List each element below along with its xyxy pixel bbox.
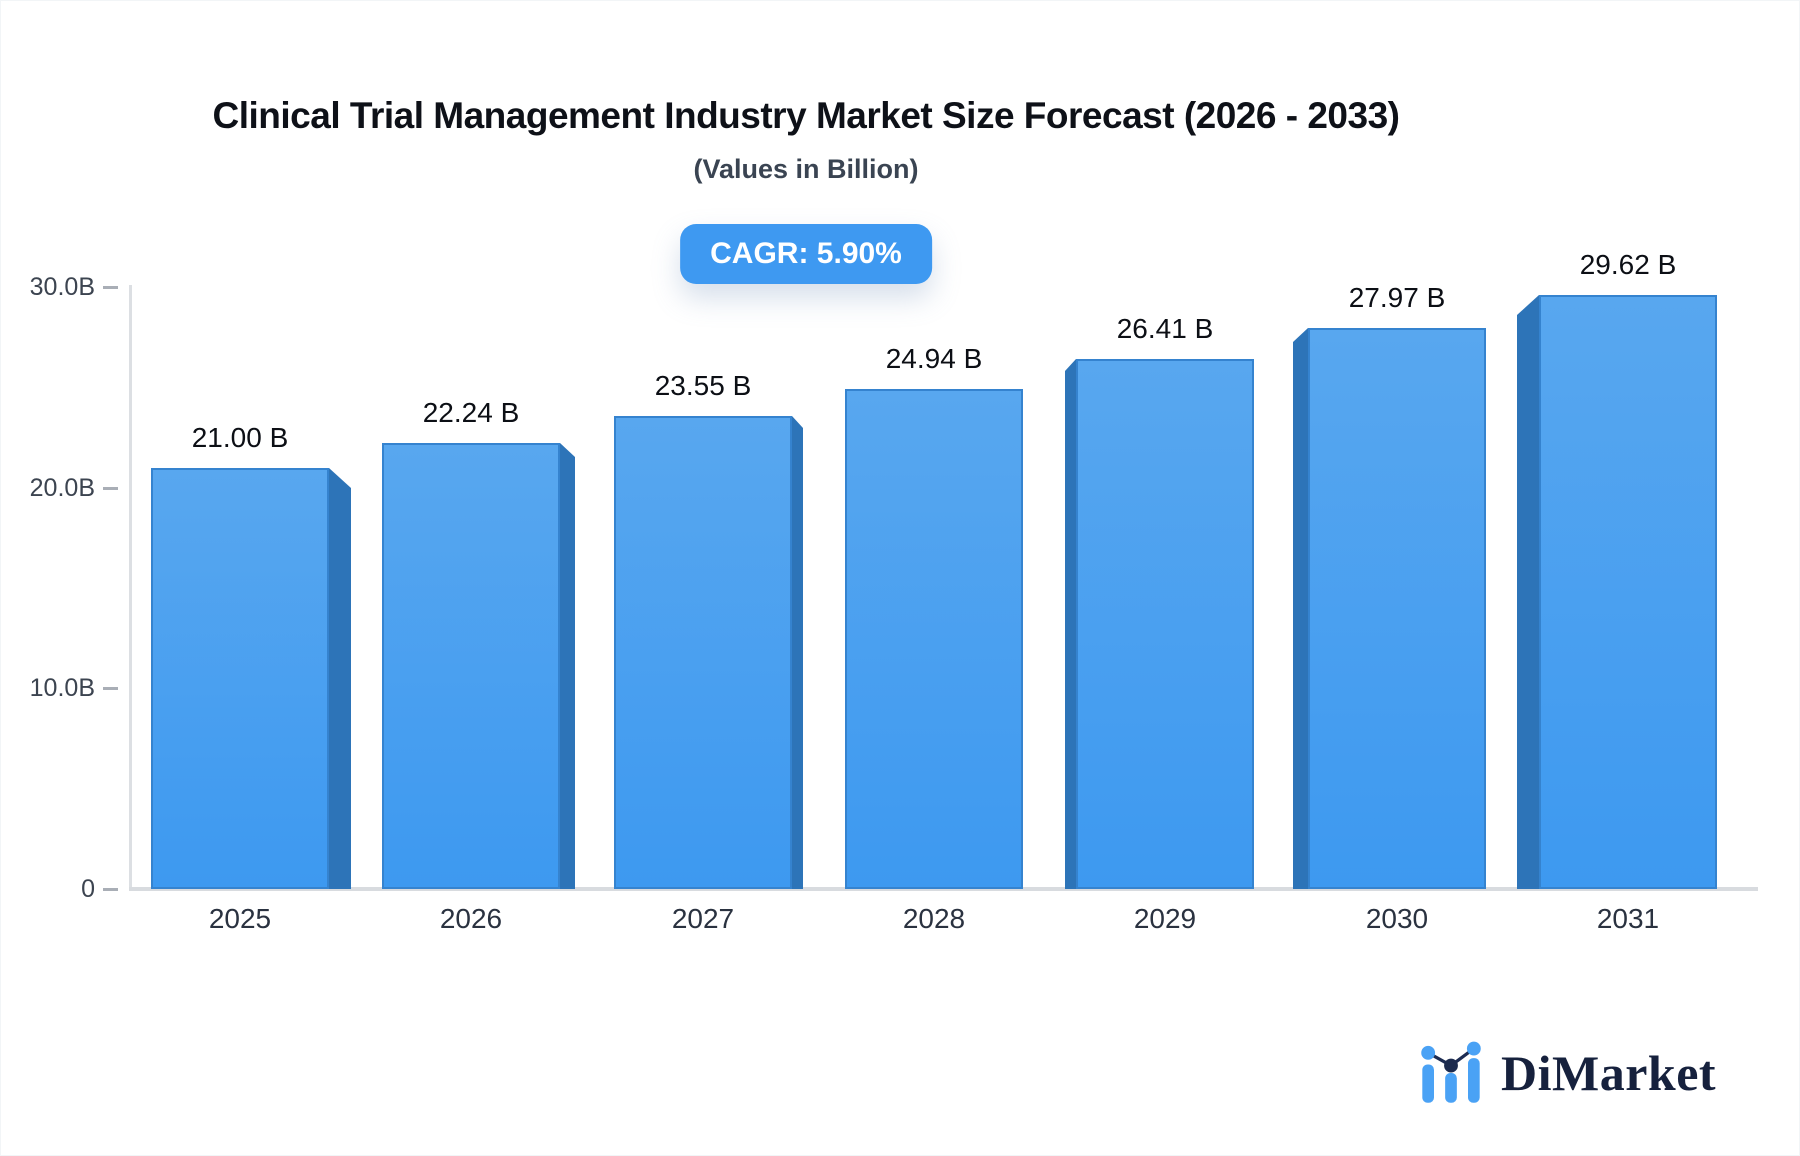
dimarket-logo: DiMarket xyxy=(1417,1039,1716,1107)
page-title: Clinical Trial Management Industry Marke… xyxy=(212,95,1400,136)
bar-value-label: 24.94 B xyxy=(885,343,983,374)
bar-value-label: 27.97 B xyxy=(1348,282,1446,313)
y-axis-tick-label: 10.0B xyxy=(29,674,95,702)
bar-value-label: 23.55 B xyxy=(654,370,752,401)
bar-value-label: 26.41 B xyxy=(1116,313,1214,344)
chart-header: Clinical Trial Management Industry Marke… xyxy=(1,95,1611,185)
bar-side-face xyxy=(560,443,575,889)
bar-main-face xyxy=(1308,328,1486,889)
x-axis-label-2026: 2026 xyxy=(439,903,503,934)
bar-2027: 23.55 B xyxy=(614,370,803,889)
bar-2028: 24.94 B xyxy=(845,343,1023,889)
bar-side-face xyxy=(329,468,351,889)
bar-main-face xyxy=(1076,359,1254,889)
bar-2030: 27.97 B xyxy=(1293,282,1486,889)
bar-2026: 22.24 B xyxy=(382,397,575,889)
bar-side-face xyxy=(792,416,803,889)
bar-line-chart-icon xyxy=(1421,1041,1481,1103)
page-subtitle: (Values in Billion) xyxy=(693,154,919,184)
y-axis-tick xyxy=(103,286,118,289)
x-axis-label-2027: 2027 xyxy=(671,903,735,934)
bar-side-face xyxy=(1065,359,1076,889)
bar-main-face xyxy=(845,389,1023,889)
cagr-badge: CAGR: 5.90% xyxy=(680,224,932,284)
bar-main-face xyxy=(382,443,560,889)
x-axis-baseline xyxy=(129,887,1758,891)
y-axis-tick xyxy=(103,888,118,891)
bar-2031: 29.62 B xyxy=(1517,249,1717,889)
bar-value-label: 29.62 B xyxy=(1579,249,1677,280)
y-axis-tick xyxy=(103,487,118,490)
x-axis-label-2025: 2025 xyxy=(208,903,272,934)
bar-side-face xyxy=(1293,328,1308,889)
bar-value-label: 22.24 B xyxy=(422,397,520,428)
y-axis-tick-label: 20.0B xyxy=(29,474,95,502)
y-axis-tick-label: 30.0B xyxy=(29,273,95,301)
bar-value-label: 21.00 B xyxy=(191,422,289,453)
y-axis-tick xyxy=(103,687,118,690)
y-axis-line xyxy=(129,285,132,889)
y-axis-tick-label: 0 xyxy=(81,875,95,903)
bar-2029: 26.41 B xyxy=(1065,313,1254,889)
x-axis-label-2029: 2029 xyxy=(1133,903,1197,934)
bar-main-face xyxy=(151,468,329,889)
cagr-badge-label: CAGR: 5.90% xyxy=(710,237,902,270)
bar-side-face xyxy=(1517,295,1539,889)
dimarket-logo-text: DiMarket xyxy=(1501,1045,1717,1101)
bar-main-face xyxy=(614,416,792,889)
x-axis-label-2031: 2031 xyxy=(1596,903,1660,934)
x-axis-label-2028: 2028 xyxy=(902,903,966,934)
bar-main-face xyxy=(1539,295,1717,889)
bar-2025: 21.00 B xyxy=(151,422,351,889)
x-axis-label-2030: 2030 xyxy=(1365,903,1429,934)
